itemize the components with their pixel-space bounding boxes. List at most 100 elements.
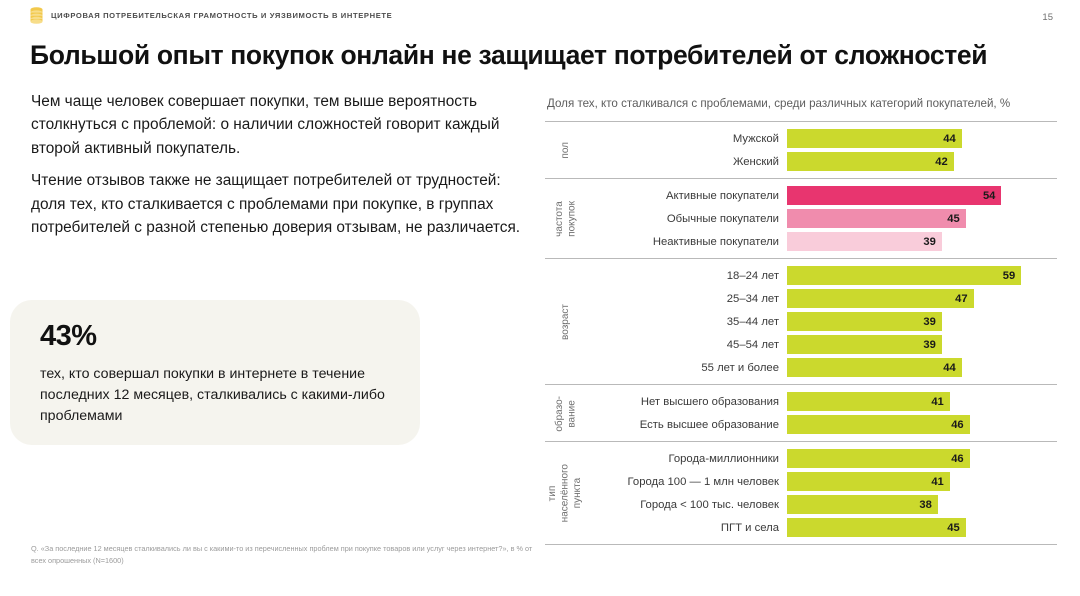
chart-row: 55 лет и более 44	[587, 358, 1057, 378]
chart-bar: 45	[787, 518, 966, 538]
chart-bar-track: 46	[787, 415, 1057, 435]
chart-bar: 47	[787, 289, 974, 309]
chart-group-label: частота покупок	[545, 186, 587, 251]
chart-bar: 39	[787, 335, 942, 355]
chart-bar: 46	[787, 415, 970, 435]
slide-header: ЦИФРОВАЯ ПОТРЕБИТЕЛЬСКАЯ ГРАМОТНОСТЬ И У…	[0, 0, 1080, 30]
brand: ЦИФРОВАЯ ПОТРЕБИТЕЛЬСКАЯ ГРАМОТНОСТЬ И У…	[30, 6, 393, 24]
chart-group: образо- вание Нет высшего образования 41 Ес…	[545, 384, 1057, 441]
chart-row-label: Мужской	[732, 132, 779, 145]
chart-row: Есть высшее образование 46	[587, 415, 1057, 435]
chart-row: Города 100 — 1 млн человек 41	[587, 472, 1057, 492]
chart-bar: 41	[787, 392, 950, 412]
chart-group-label: образо- вание	[545, 392, 587, 434]
chart-bar-value: 39	[923, 315, 936, 328]
highlight-stat: 43%	[40, 320, 97, 352]
chart-bar: 44	[787, 358, 962, 378]
page-title: Большой опыт покупок онлайн не защищает …	[30, 40, 988, 70]
chart-group-label: возраст	[545, 266, 587, 377]
chart-bar: 38	[787, 495, 938, 515]
chart-bar-track: 46	[787, 449, 1057, 469]
chart-row: Женский 42	[587, 152, 1057, 172]
chart-bar-value: 47	[955, 292, 968, 305]
chart-group: тип населённого пункта Города-миллионники…	[545, 441, 1057, 546]
chart-row: 35–44 лет 39	[587, 312, 1057, 332]
chart-bar-track: 45	[787, 209, 1057, 229]
chart-group: пол Мужской 44 Женский 42	[545, 121, 1057, 178]
chart-bar-value: 45	[947, 212, 960, 225]
chart-row-label: Женский	[732, 155, 779, 168]
chart-group: возраст 18–24 лет 59 25–34 лет 47 35–44 лет 39…	[545, 258, 1057, 384]
chart: Доля тех, кто сталкивался с проблемами, …	[545, 96, 1057, 546]
chart-title: Доля тех, кто сталкивался с проблемами, …	[547, 97, 1011, 110]
chart-bar: 44	[787, 129, 962, 149]
chart-bar-track: 47	[787, 289, 1057, 309]
chart-bar-value: 54	[982, 189, 996, 202]
chart-row: Города < 100 тыс. человек 38	[587, 495, 1057, 515]
chart-row: Мужской 44	[587, 129, 1057, 149]
page-number: 15	[1042, 12, 1053, 23]
chart-bar-track: 39	[787, 312, 1057, 332]
chart-bar: 39	[787, 312, 942, 332]
chart-row-label: Города < 100 тыс. человек	[640, 498, 779, 511]
chart-row: 18–24 лет 59	[587, 266, 1057, 286]
chart-group-label: тип населённого пункта	[545, 449, 587, 537]
chart-bar-track: 59	[787, 266, 1057, 286]
highlight-card: 43% тех, кто совершал покупки в интернет…	[10, 300, 420, 445]
chart-group-label: пол	[545, 129, 587, 171]
chart-bar-track: 42	[787, 152, 1057, 172]
chart-bar: 54	[787, 186, 1002, 206]
chart-bar-value: 59	[1002, 269, 1016, 282]
chart-bar-track: 54	[787, 186, 1057, 206]
chart-bar-value: 39	[923, 235, 936, 248]
chart-bar-value: 46	[951, 452, 964, 465]
body-paragraph-1: Чем чаще человек совершает покупки, тем …	[31, 93, 500, 157]
chart-bar-value: 41	[931, 395, 944, 408]
chart-row-label: 45–54 лет	[726, 338, 779, 351]
chart-bar-value: 38	[919, 498, 932, 511]
chart-bar-value: 44	[943, 361, 956, 374]
chart-rows: Мужской 44 Женский 42	[587, 129, 1057, 172]
chart-row: ПГТ и села 45	[587, 518, 1057, 538]
chart-bar-track: 41	[787, 392, 1057, 412]
chart-row: 45–54 лет 39	[587, 335, 1057, 355]
chart-bar-value: 39	[923, 338, 936, 351]
chart-row-label: 25–34 лет	[726, 292, 779, 305]
chart-row-label: Города 100 — 1 млн человек	[627, 475, 779, 488]
chart-row: Нет высшего образования 41	[587, 392, 1057, 412]
chart-groups: пол Мужской 44 Женский 42 частота покупок Акти…	[545, 121, 1057, 546]
chart-bar-value: 44	[943, 132, 956, 145]
chart-bar-value: 42	[935, 155, 948, 168]
chart-group-label-text: возраст	[559, 303, 571, 340]
chart-bar: 45	[787, 209, 966, 229]
footnote: Q. «За последние 12 месяцев сталкивались…	[31, 544, 533, 565]
chart-group: частота покупок Активные покупатели 54 Обыч…	[545, 178, 1057, 258]
chart-row: Активные покупатели 54	[587, 186, 1057, 206]
chart-group-label-text: частота покупок	[553, 201, 578, 237]
chart-bar: 39	[787, 232, 942, 252]
chart-bar-track: 38	[787, 495, 1057, 515]
chart-row: 25–34 лет 47	[587, 289, 1057, 309]
chart-bar: 41	[787, 472, 950, 492]
chart-row-label: ПГТ и села	[720, 521, 779, 534]
chart-bar-track: 44	[787, 358, 1057, 378]
chart-row-label: Нет высшего образования	[640, 395, 779, 408]
chart-bar: 42	[787, 152, 954, 172]
chart-bar: 46	[787, 449, 970, 469]
chart-row: Неактивные покупатели 39	[587, 232, 1057, 252]
chart-bar-value: 45	[947, 521, 960, 534]
chart-bar-track: 39	[787, 335, 1057, 355]
chart-rows: Города-миллионники 46 Города 100 — 1 млн ч…	[587, 449, 1057, 538]
chart-row-label: Активные покупатели	[666, 189, 779, 202]
chart-row: Обычные покупатели 45	[587, 209, 1057, 229]
chart-row-label: 55 лет и более	[701, 361, 779, 374]
body-paragraph-2: Чтение отзывов также не защищает потреби…	[31, 172, 521, 237]
chart-group-label-text: пол	[559, 142, 571, 159]
brand-title: ЦИФРОВАЯ ПОТРЕБИТЕЛЬСКАЯ ГРАМОТНОСТЬ И У…	[51, 10, 393, 20]
chart-bar: 59	[787, 266, 1022, 286]
chart-bar-track: 41	[787, 472, 1057, 492]
highlight-description: тех, кто совершал покупки в интернете в …	[40, 366, 385, 425]
chart-bar-track: 45	[787, 518, 1057, 538]
chart-row-label: Обычные покупатели	[666, 212, 779, 225]
